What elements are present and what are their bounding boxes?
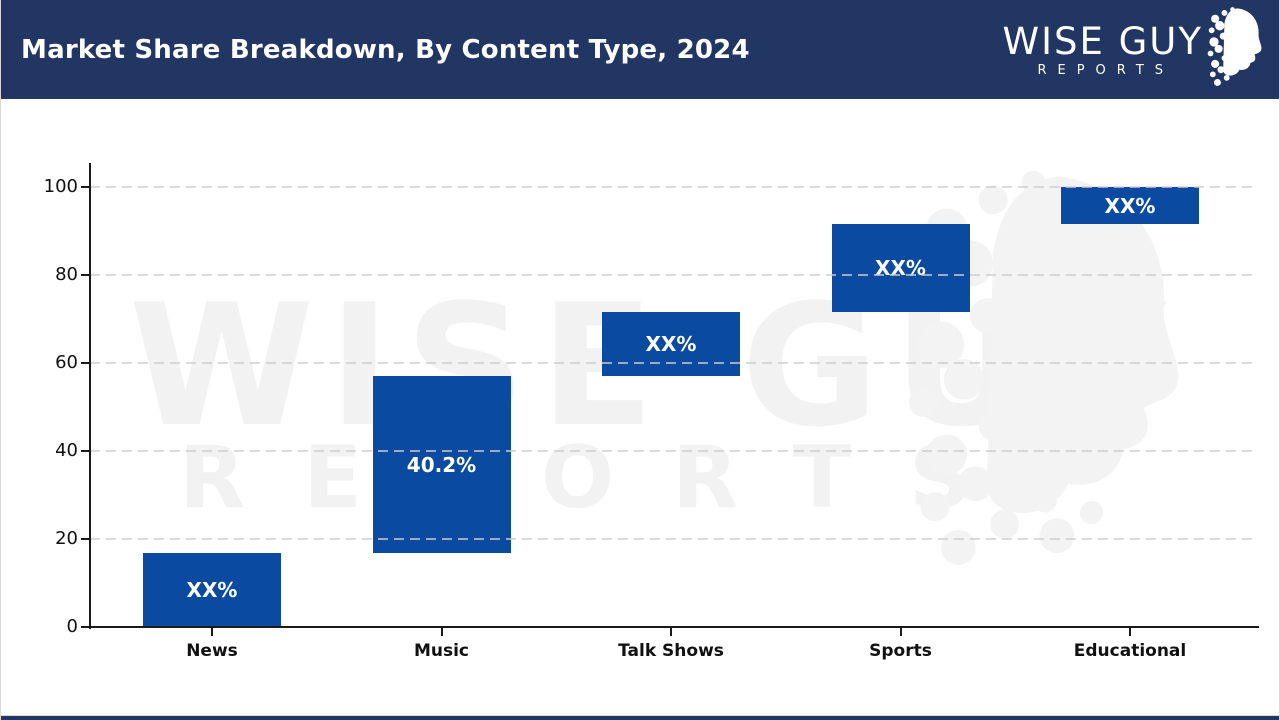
bar-value-label: XX% bbox=[645, 332, 697, 357]
footer-accent-strip bbox=[1, 716, 1279, 720]
y-tick-label-60: 60 bbox=[55, 352, 78, 373]
x-category-label-talk-shows: Talk Shows bbox=[618, 641, 724, 661]
bar-value-label: XX% bbox=[1104, 193, 1156, 218]
dotted-head-profile-icon bbox=[1205, 6, 1267, 94]
brand-wordmark: WISE GUY REPORTS bbox=[1003, 23, 1203, 77]
y-tick-mark-20 bbox=[81, 538, 89, 540]
bar-music: 40.2% bbox=[372, 376, 511, 554]
bar-talk-shows: XX% bbox=[602, 311, 740, 377]
page-title: Market Share Breakdown, By Content Type,… bbox=[21, 34, 750, 65]
x-category-label-music: Music bbox=[413, 641, 470, 661]
y-tick-mark-60 bbox=[81, 362, 89, 364]
bar-value-label: 40.2% bbox=[406, 452, 477, 477]
y-tick-label-100: 100 bbox=[43, 176, 78, 197]
y-tick-mark-40 bbox=[81, 450, 89, 452]
bar-educational: XX% bbox=[1061, 187, 1199, 225]
brand-logo: WISE GUY REPORTS bbox=[1003, 6, 1267, 94]
y-tick-mark-0 bbox=[81, 626, 89, 628]
y-tick-label-0: 0 bbox=[66, 616, 78, 637]
x-category-label-sports: Sports bbox=[869, 641, 932, 661]
gridline-40 bbox=[90, 450, 1253, 452]
bar-value-label: XX% bbox=[875, 256, 926, 281]
bottom-hairline bbox=[1, 715, 1279, 716]
y-tick-label-40: 40 bbox=[55, 440, 78, 461]
gridline-20 bbox=[90, 538, 1253, 540]
x-category-label-news: News bbox=[186, 641, 238, 661]
y-tick-mark-80 bbox=[81, 274, 89, 276]
gridline-80 bbox=[90, 274, 1253, 276]
y-tick-label-20: 20 bbox=[55, 528, 78, 549]
gridline-60 bbox=[90, 362, 1253, 364]
x-category-label-educational: Educational bbox=[1073, 641, 1187, 661]
bar-value-label: XX% bbox=[186, 578, 238, 603]
brand-wordmark-line1: WISE GUY bbox=[1002, 19, 1203, 63]
x-tick-mark-3 bbox=[899, 628, 902, 636]
y-axis-line bbox=[89, 163, 91, 629]
header-bar: Market Share Breakdown, By Content Type,… bbox=[1, 0, 1279, 99]
x-tick-mark-4 bbox=[1129, 628, 1131, 636]
bar-news: XX% bbox=[143, 553, 281, 627]
gridline-100 bbox=[90, 186, 1253, 188]
bar-sports: XX% bbox=[831, 224, 970, 312]
brand-wordmark-line2: REPORTS bbox=[1037, 62, 1175, 78]
y-tick-label-80: 80 bbox=[55, 264, 78, 285]
watermark-reports: REPORTS bbox=[179, 428, 1030, 528]
x-tick-mark-0 bbox=[211, 628, 213, 636]
x-tick-mark-2 bbox=[670, 628, 672, 636]
y-tick-mark-100 bbox=[81, 186, 89, 188]
x-axis-line bbox=[84, 626, 1259, 628]
x-tick-mark-1 bbox=[440, 628, 443, 636]
